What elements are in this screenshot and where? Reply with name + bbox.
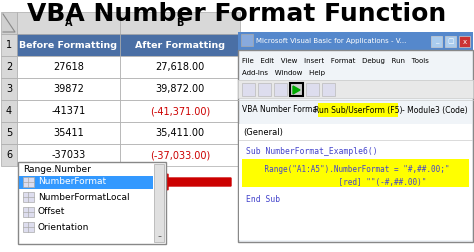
- Text: [red] ""(-#,##.00)": [red] ""(-#,##.00)": [246, 178, 427, 187]
- Bar: [242, 159, 469, 187]
- Bar: [17, 144, 120, 166]
- Text: 4: 4: [6, 106, 12, 116]
- Bar: [1, 144, 17, 166]
- Bar: [120, 56, 240, 78]
- Text: NumberFormatLocal: NumberFormatLocal: [38, 193, 129, 202]
- Text: 3: 3: [6, 84, 12, 94]
- Text: x: x: [463, 39, 466, 45]
- Text: 5: 5: [6, 128, 12, 138]
- Bar: [318, 103, 398, 117]
- Text: Range.Number: Range.Number: [23, 165, 91, 173]
- Bar: [238, 50, 473, 242]
- Bar: [290, 83, 303, 96]
- Text: Offset: Offset: [38, 207, 65, 216]
- Bar: [23, 207, 34, 217]
- Text: (-37,033.00): (-37,033.00): [150, 150, 210, 160]
- Bar: [238, 80, 473, 98]
- Text: B: B: [176, 18, 184, 28]
- Text: NumberFormat: NumberFormat: [38, 177, 106, 186]
- Bar: [459, 36, 470, 47]
- Text: -: -: [157, 231, 161, 241]
- Text: 27618: 27618: [53, 62, 84, 72]
- Text: End Sub: End Sub: [246, 195, 280, 204]
- Bar: [1, 100, 17, 122]
- Bar: [17, 34, 120, 56]
- Bar: [19, 175, 153, 188]
- Text: _: _: [435, 39, 438, 45]
- Bar: [241, 34, 253, 46]
- Bar: [1, 34, 17, 56]
- Text: - Module3 (Code): - Module3 (Code): [402, 106, 468, 114]
- Text: Before Formatting: Before Formatting: [19, 41, 118, 49]
- Bar: [445, 36, 456, 47]
- Text: -41371: -41371: [51, 106, 86, 116]
- Bar: [431, 36, 442, 47]
- Bar: [120, 78, 240, 100]
- Text: 27,618.00: 27,618.00: [155, 62, 205, 72]
- Text: 39872: 39872: [53, 84, 84, 94]
- Text: 39,872.00: 39,872.00: [155, 84, 205, 94]
- Text: 2: 2: [6, 62, 12, 72]
- Bar: [23, 192, 34, 202]
- Bar: [120, 12, 240, 34]
- Bar: [1, 56, 17, 78]
- Bar: [306, 83, 319, 96]
- Text: 1: 1: [6, 40, 12, 50]
- Text: Add-Ins   Window   Help: Add-Ins Window Help: [242, 70, 325, 76]
- Text: (-41,371.00): (-41,371.00): [150, 106, 210, 116]
- Bar: [23, 222, 34, 232]
- Bar: [17, 78, 120, 100]
- Text: VBA Number Forma: VBA Number Forma: [242, 106, 317, 114]
- Bar: [120, 122, 240, 144]
- Text: -37033: -37033: [51, 150, 86, 160]
- Bar: [17, 12, 120, 34]
- FancyArrow shape: [156, 174, 231, 190]
- Bar: [238, 32, 473, 50]
- Bar: [239, 124, 472, 240]
- Text: 6: 6: [6, 150, 12, 160]
- Bar: [258, 83, 271, 96]
- Bar: [17, 100, 120, 122]
- Text: After Formatting: After Formatting: [135, 41, 225, 49]
- Text: File   Edit   View   Insert   Format   Debug   Run   Tools: File Edit View Insert Format Debug Run T…: [242, 58, 429, 64]
- Bar: [290, 83, 303, 96]
- Text: 35,411.00: 35,411.00: [155, 128, 205, 138]
- Bar: [18, 162, 166, 244]
- Bar: [120, 34, 240, 56]
- Text: Orientation: Orientation: [38, 223, 90, 232]
- Text: Range("A1:A5").NumberFormat = "#,##.00;": Range("A1:A5").NumberFormat = "#,##.00;": [246, 165, 449, 173]
- Text: ▢: ▢: [447, 39, 454, 45]
- Text: (General): (General): [243, 129, 283, 138]
- Bar: [23, 177, 34, 187]
- Text: Sub NumberFormat_Example6(): Sub NumberFormat_Example6(): [246, 146, 378, 155]
- Text: A: A: [65, 18, 72, 28]
- Text: Run Sub/UserForm (F5): Run Sub/UserForm (F5): [314, 106, 402, 114]
- Bar: [1, 12, 17, 34]
- Text: 35411: 35411: [53, 128, 84, 138]
- Bar: [17, 56, 120, 78]
- Bar: [154, 164, 164, 242]
- Bar: [1, 122, 17, 144]
- Polygon shape: [293, 86, 300, 94]
- Bar: [120, 144, 240, 166]
- Bar: [274, 83, 287, 96]
- Bar: [17, 122, 120, 144]
- Bar: [242, 83, 255, 96]
- Text: Microsoft Visual Basic for Applications - V...: Microsoft Visual Basic for Applications …: [256, 38, 406, 44]
- Bar: [120, 100, 240, 122]
- Text: VBA Number Format Function: VBA Number Format Function: [27, 2, 447, 26]
- Bar: [322, 83, 335, 96]
- Bar: [1, 78, 17, 100]
